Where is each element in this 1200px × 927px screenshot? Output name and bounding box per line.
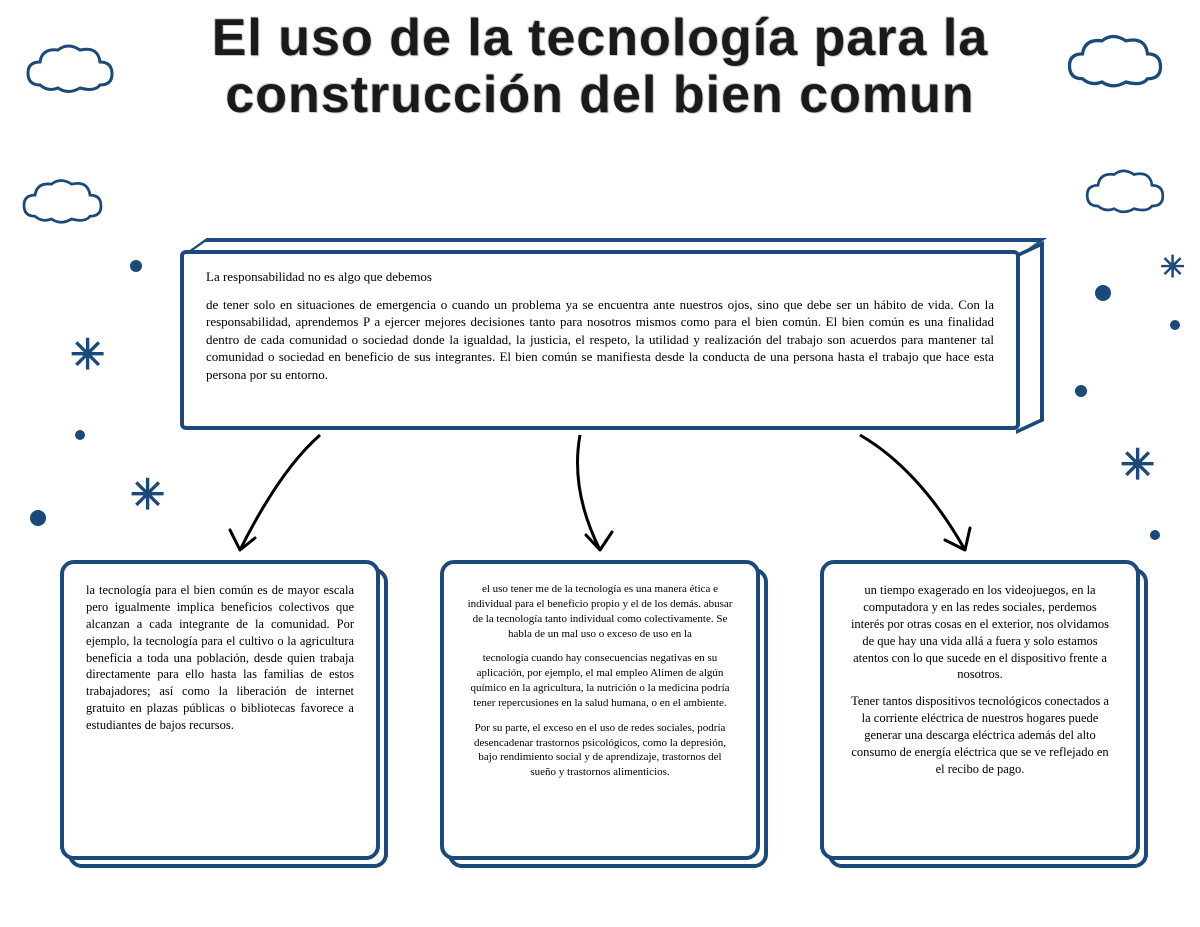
sub3-p1: un tiempo exagerado en los videojuegos, … xyxy=(846,582,1114,683)
sub-box-3: un tiempo exagerado en los videojuegos, … xyxy=(820,560,1140,860)
cloud-icon xyxy=(1060,30,1170,95)
arrow-to-sub3 xyxy=(850,430,990,565)
cloud-icon xyxy=(20,40,120,100)
dot-decoration xyxy=(1075,385,1087,397)
page-title: El uso de la tecnología para la construc… xyxy=(100,10,1100,124)
dot-decoration xyxy=(1170,320,1180,330)
sub1-body: la tecnología para el bien común es de m… xyxy=(86,582,354,734)
arrow-to-sub2 xyxy=(560,430,640,565)
sub2-p2: tecnología cuando hay consecuencias nega… xyxy=(466,651,734,710)
cloud-icon xyxy=(15,175,110,230)
cloud-icon xyxy=(1080,165,1170,220)
main-concept-box: La responsabilidad no es algo que debemo… xyxy=(180,250,1020,430)
dot-decoration xyxy=(1095,285,1111,301)
asterisk-decoration: ✳ xyxy=(1120,440,1155,489)
dot-decoration xyxy=(75,430,85,440)
sub2-p3: Por su parte, el exceso en el uso de red… xyxy=(466,721,734,780)
dot-decoration xyxy=(130,260,142,272)
main-lead-text: La responsabilidad no es algo que debemo… xyxy=(206,268,994,286)
asterisk-decoration: ✳ xyxy=(130,470,165,519)
dot-decoration xyxy=(1150,530,1160,540)
asterisk-decoration: ✳ xyxy=(70,330,105,379)
sub-box-2: el uso tener me de la tecnología es una … xyxy=(440,560,760,860)
sub2-p1: el uso tener me de la tecnología es una … xyxy=(466,582,734,641)
asterisk-decoration: ✳ xyxy=(1160,250,1185,285)
arrow-to-sub1 xyxy=(220,430,340,565)
dot-decoration xyxy=(30,510,46,526)
sub3-p2: Tener tantos dispositivos tecnológicos c… xyxy=(846,693,1114,777)
main-body-text: de tener solo en situaciones de emergenc… xyxy=(206,296,994,384)
sub-box-1: la tecnología para el bien común es de m… xyxy=(60,560,380,860)
main-box-3d-side xyxy=(1016,241,1044,434)
